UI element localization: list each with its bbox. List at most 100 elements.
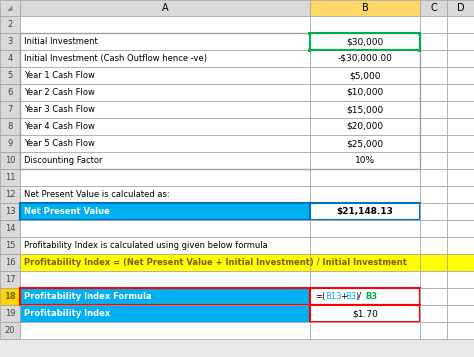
Bar — [447, 152, 474, 169]
Text: B3: B3 — [365, 292, 377, 301]
Text: 17: 17 — [5, 275, 15, 284]
Bar — [310, 237, 420, 254]
Bar — [309, 49, 311, 51]
Text: Profitability Index: Profitability Index — [24, 309, 110, 318]
Bar — [310, 322, 420, 339]
Bar — [420, 33, 447, 50]
Text: )/: )/ — [355, 292, 361, 301]
Text: 18: 18 — [4, 292, 16, 301]
Bar — [420, 84, 447, 101]
Text: $10,000: $10,000 — [346, 88, 383, 97]
Bar — [447, 186, 474, 203]
Bar — [20, 203, 310, 220]
Text: -$30,000.00: -$30,000.00 — [337, 54, 392, 63]
Bar — [447, 169, 474, 186]
Bar — [420, 288, 447, 305]
Text: 6: 6 — [7, 88, 13, 97]
Bar — [420, 101, 447, 118]
Bar — [0, 288, 20, 305]
Bar — [310, 220, 420, 237]
Text: Profitability Index Formula: Profitability Index Formula — [24, 292, 152, 301]
Bar — [310, 169, 420, 186]
Bar — [310, 33, 420, 50]
Bar — [420, 0, 447, 16]
Text: 19: 19 — [5, 309, 15, 318]
Text: 15: 15 — [5, 241, 15, 250]
Bar — [447, 50, 474, 67]
Text: 10: 10 — [5, 156, 15, 165]
Text: 8: 8 — [7, 122, 13, 131]
Text: B3: B3 — [345, 292, 356, 301]
Bar — [310, 186, 420, 203]
Text: $20,000: $20,000 — [346, 122, 383, 131]
Text: 13: 13 — [5, 207, 15, 216]
Bar — [420, 322, 447, 339]
Bar — [20, 220, 310, 237]
Bar — [20, 254, 310, 271]
Bar — [0, 237, 20, 254]
Text: Net Present Value: Net Present Value — [24, 207, 110, 216]
Bar — [447, 237, 474, 254]
Text: B: B — [362, 3, 368, 13]
Bar — [310, 135, 420, 152]
Bar — [0, 33, 20, 50]
Bar — [20, 33, 420, 169]
Bar — [310, 101, 420, 118]
Bar — [420, 169, 447, 186]
Bar — [447, 135, 474, 152]
Text: B13: B13 — [325, 292, 341, 301]
Bar — [420, 118, 447, 135]
Bar — [20, 16, 310, 33]
Bar — [20, 0, 310, 16]
Bar — [20, 169, 310, 186]
Text: Discounting Factor: Discounting Factor — [24, 156, 102, 165]
Text: 3: 3 — [7, 37, 13, 46]
Text: 7: 7 — [7, 105, 13, 114]
Bar — [310, 0, 420, 16]
Bar — [447, 33, 474, 50]
Text: 9: 9 — [8, 139, 13, 148]
Bar — [0, 305, 20, 322]
Bar — [0, 50, 20, 67]
Bar — [20, 84, 310, 101]
Bar — [0, 169, 20, 186]
Bar — [20, 322, 310, 339]
Text: Year 5 Cash Flow: Year 5 Cash Flow — [24, 139, 95, 148]
Bar — [447, 0, 474, 16]
Text: Year 1 Cash Flow: Year 1 Cash Flow — [24, 71, 95, 80]
Text: 12: 12 — [5, 190, 15, 199]
Text: A: A — [162, 3, 168, 13]
Text: $30,000: $30,000 — [346, 37, 383, 46]
Text: 16: 16 — [5, 258, 15, 267]
Bar — [20, 186, 310, 203]
Bar — [447, 101, 474, 118]
Bar — [420, 152, 447, 169]
Bar — [0, 67, 20, 84]
Bar — [447, 118, 474, 135]
Text: Year 4 Cash Flow: Year 4 Cash Flow — [24, 122, 95, 131]
Text: 10%: 10% — [355, 156, 375, 165]
Bar — [20, 305, 310, 322]
Bar — [310, 118, 420, 135]
Bar — [310, 152, 420, 169]
Bar — [310, 16, 420, 33]
Bar — [20, 237, 310, 254]
Bar — [20, 271, 310, 288]
Bar — [447, 203, 474, 220]
Text: $25,000: $25,000 — [346, 139, 383, 148]
Bar — [0, 16, 20, 33]
Bar — [0, 101, 20, 118]
Text: Initial Investment: Initial Investment — [24, 37, 98, 46]
Text: Initial Investment (Cash Outflow hence -ve): Initial Investment (Cash Outflow hence -… — [24, 54, 207, 63]
Bar — [447, 84, 474, 101]
Bar — [420, 16, 447, 33]
Bar — [0, 254, 20, 271]
Bar — [310, 271, 420, 288]
Bar — [20, 152, 310, 169]
Bar — [447, 16, 474, 33]
Bar — [20, 118, 310, 135]
Bar — [420, 186, 447, 203]
Bar — [310, 288, 420, 305]
Bar — [310, 33, 420, 50]
Bar — [447, 271, 474, 288]
